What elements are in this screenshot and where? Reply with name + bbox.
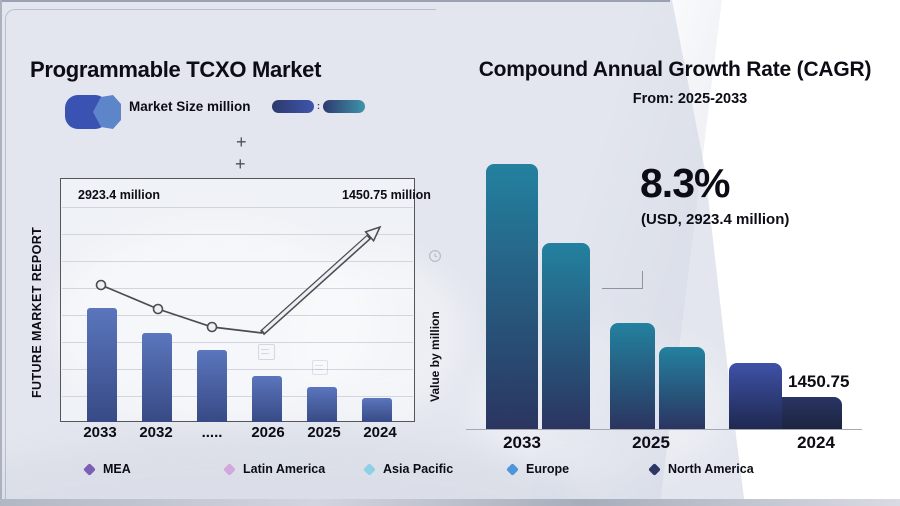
legend-item-asia-pacific: Asia Pacific — [363, 462, 454, 476]
market-bar-2025 — [307, 387, 337, 422]
cagr-bar-2024-series-b — [782, 397, 842, 429]
legend-label: Asia Pacific — [383, 462, 454, 476]
end-value-label: 1450.75 million — [342, 188, 431, 202]
cylinder-3d-icon — [65, 95, 121, 129]
frame-left-border — [0, 0, 2, 506]
legend-item-mea: MEA — [83, 462, 131, 476]
document-watermark-icon — [258, 344, 275, 360]
right-chart-xlabels: 2033 2025 2024 — [470, 433, 862, 455]
legend-diamond-icon — [223, 462, 236, 476]
legend-diamond-icon — [648, 462, 661, 476]
page-title: Programmable TCXO Market — [30, 57, 322, 82]
legend-label: MEA — [103, 462, 131, 476]
ratio-separator: : — [317, 101, 320, 111]
corner-line-decoration — [602, 271, 643, 289]
x-tick-label: 2033 — [83, 424, 117, 441]
document-watermark-icon — [312, 360, 328, 375]
cagr-bar-2033-series-b — [542, 243, 590, 429]
market-bar-2032 — [142, 333, 172, 422]
ratio-pills: : — [272, 100, 365, 113]
market-size-chart-panel — [60, 178, 415, 422]
ratio-pill-left — [272, 100, 314, 113]
legend-label: Europe — [526, 462, 570, 476]
x-tick-label: 2032 — [139, 424, 173, 441]
cagr-subtitle: From: 2025-2033 — [632, 91, 748, 107]
market-bar-2033 — [87, 308, 117, 422]
cagr-bar-2025-series-a — [610, 323, 655, 429]
legend-label: North America — [668, 462, 754, 476]
legend-item-latin-america: Latin America — [223, 462, 326, 476]
legend-label: Latin America — [243, 462, 326, 476]
x-tick-label: 2026 — [251, 424, 285, 441]
x-tick-label: ..... — [201, 424, 223, 441]
x-tick-label: 2033 — [503, 433, 541, 452]
cagr-value: 8.3% — [640, 160, 730, 206]
market-bar-2024 — [362, 398, 392, 422]
frame-top-border — [0, 0, 670, 2]
legend-diamond-icon — [506, 462, 519, 476]
x-tick-label: 2025 — [307, 424, 341, 441]
market-bar-dots — [197, 350, 227, 422]
frame-bottom-strip — [0, 499, 900, 506]
x-axis-line — [466, 428, 862, 430]
cagr-bar-2033-series-a — [486, 164, 538, 429]
left-chart-xlabels: 2033 2032..... 2026 2025 2024 — [74, 424, 406, 441]
start-value-label: 2923.4 million — [78, 188, 160, 202]
legend-diamond-icon — [83, 462, 96, 476]
market-bar-2026 — [252, 376, 282, 422]
legend-item-europe: Europe — [506, 462, 570, 476]
right-chart-bars — [466, 160, 862, 430]
trend-line-arrow — [95, 225, 382, 336]
clock-icon — [428, 249, 442, 263]
chart-gridlines — [62, 207, 413, 420]
x-tick-label: 2025 — [632, 433, 670, 452]
ratio-pill-right — [323, 100, 365, 113]
side-watermark-label: FUTURE MARKET REPORT — [30, 226, 44, 399]
x-tick-label: 2024 — [797, 433, 835, 452]
left-chart-bars — [87, 201, 392, 422]
bar-data-label: 1450.75 — [788, 372, 850, 391]
market-size-label: Market Size million — [129, 99, 251, 114]
plus-mark: + — [236, 132, 247, 152]
frame-inner-border — [5, 9, 436, 502]
cagr-note: (USD, 2923.4 million) — [641, 211, 790, 228]
value-axis-label: Value by million — [428, 311, 442, 403]
legend-diamond-icon — [363, 462, 376, 476]
x-tick-label: 2024 — [363, 424, 397, 441]
cagr-bar-2024-series-a — [729, 363, 782, 429]
cagr-title: Compound Annual Growth Rate (CAGR) — [478, 58, 872, 81]
legend-item-north-america: North America — [648, 462, 754, 476]
plus-mark: + — [235, 154, 246, 174]
cagr-bar-2025-series-b — [659, 347, 705, 429]
legend: MEA Latin America Asia Pacific Europe North … — [0, 462, 900, 486]
